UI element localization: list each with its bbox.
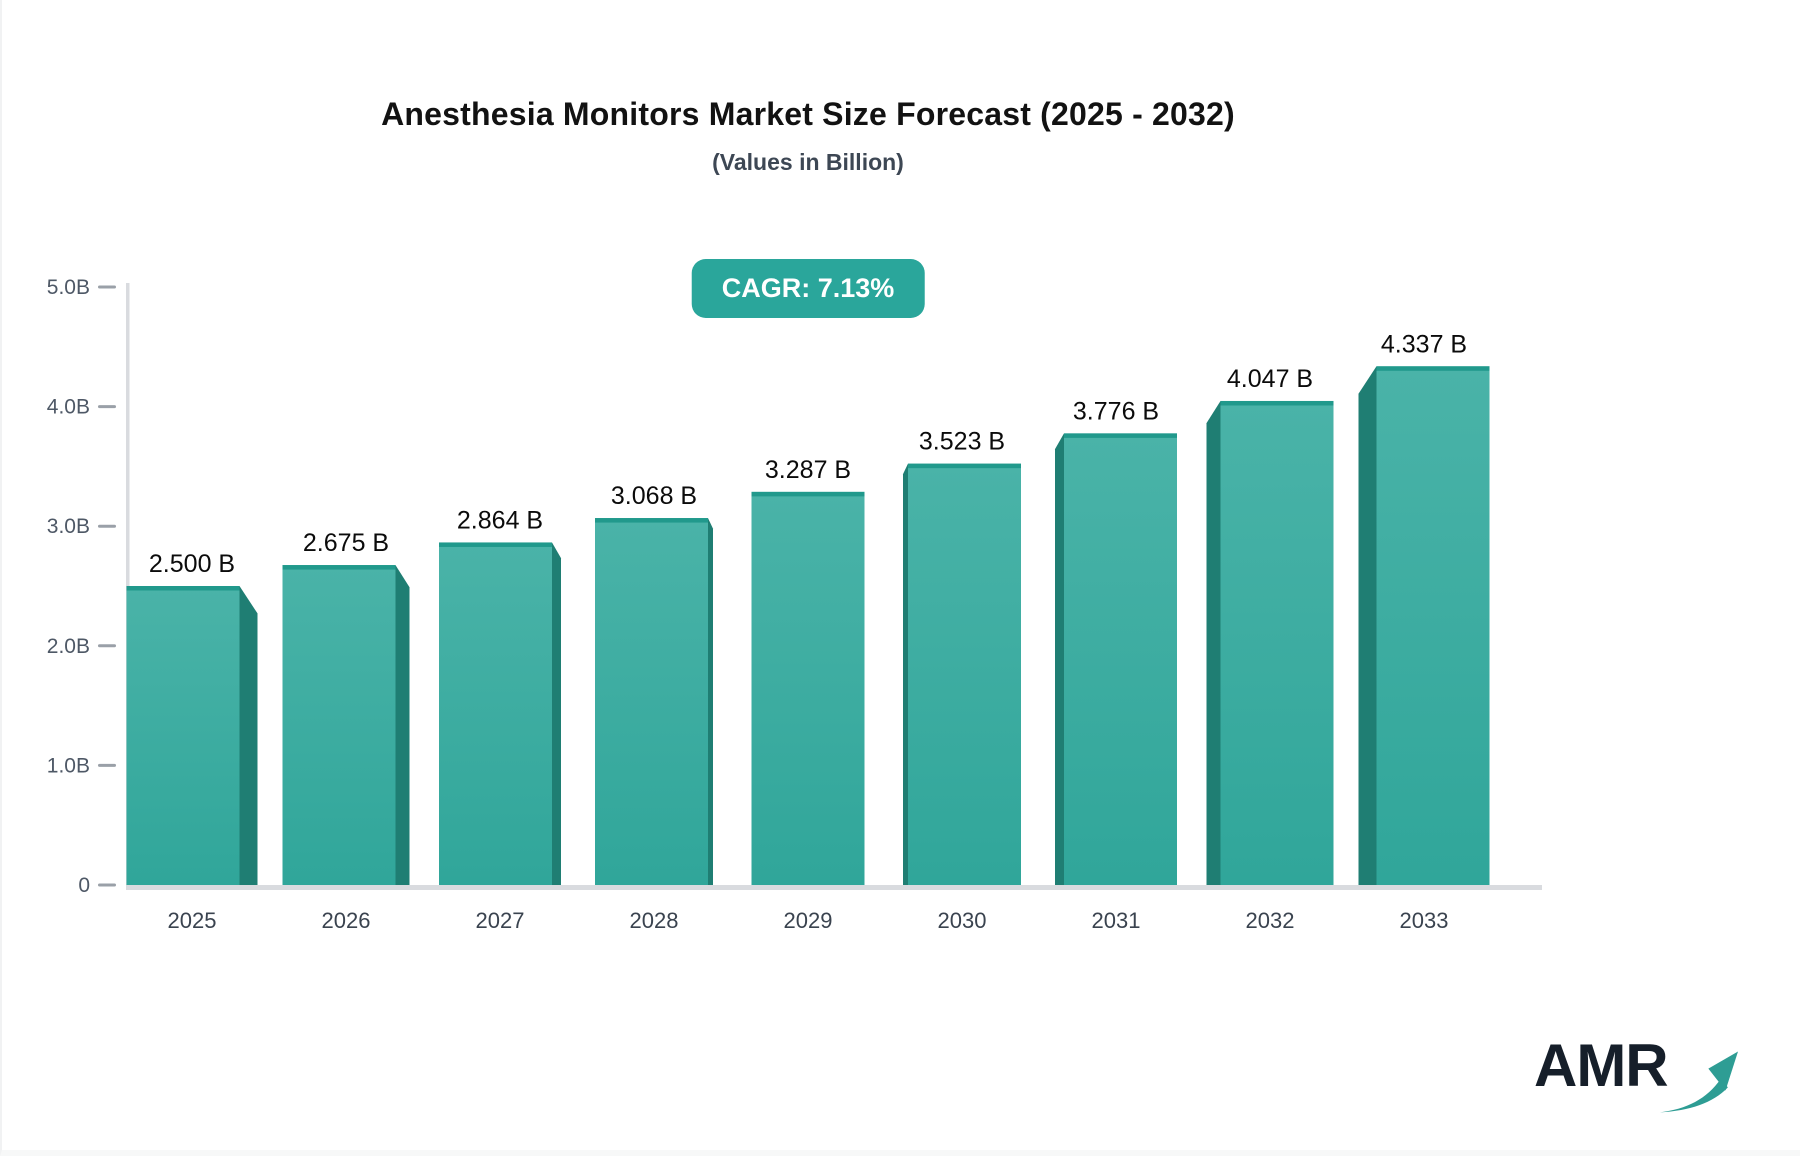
- y-tick-label: 3.0B: [47, 515, 90, 538]
- bar-side-face: [1358, 366, 1377, 885]
- bar-top-edge: [126, 586, 240, 591]
- bar-top-edge: [1376, 366, 1490, 371]
- bar-side-face: [1206, 400, 1221, 885]
- y-tick-dash: [98, 285, 116, 289]
- bar-2028: [595, 518, 708, 885]
- x-category-label: 2032: [1246, 908, 1295, 933]
- x-category-label: 2027: [476, 908, 525, 933]
- bar-2033: [1376, 366, 1490, 885]
- bar-side-face: [1055, 433, 1064, 885]
- bar-2026: [282, 565, 396, 885]
- bar-top-edge: [751, 491, 865, 497]
- bar-side-face: [552, 542, 561, 885]
- x-category-label: 2030: [938, 908, 987, 933]
- bar-2029: [751, 491, 865, 885]
- x-axis-line: [126, 885, 1542, 890]
- y-tick-label: 4.0B: [47, 396, 90, 419]
- bar-side-face: [239, 586, 258, 885]
- bar-2025: [126, 586, 240, 885]
- chart-title: Anesthesia Monitors Market Size Forecast…: [381, 96, 1235, 132]
- bar-top-edge: [282, 565, 396, 570]
- cagr-badge-label: CAGR: 7.13%: [721, 273, 895, 303]
- bar-value-label: 4.337 B: [1381, 330, 1467, 358]
- x-category-label: 2029: [784, 908, 833, 933]
- bar-value-label: 2.675 B: [303, 529, 389, 557]
- bar-value-label: 3.287 B: [765, 456, 851, 484]
- bar-top-edge: [1220, 400, 1334, 406]
- bar-side-face: [903, 463, 908, 885]
- bar-top-edge: [908, 463, 1021, 469]
- bar-2032: [1220, 400, 1334, 885]
- bar-top-edge: [595, 518, 708, 523]
- y-tick-label: 1.0B: [47, 754, 90, 777]
- cagr-badge: CAGR: 7.13%: [691, 259, 925, 318]
- amr-logo: AMR: [1534, 1036, 1738, 1118]
- bar-value-label: 2.864 B: [457, 506, 543, 534]
- bar-value-label: 3.523 B: [919, 428, 1005, 456]
- bar-value-label: 4.047 B: [1227, 365, 1313, 393]
- x-category-label: 2031: [1092, 908, 1141, 933]
- bar-2027: [439, 542, 552, 885]
- y-tick-dash: [98, 524, 116, 528]
- bar-2031: [1064, 433, 1177, 885]
- x-category-label: 2026: [322, 908, 371, 933]
- bar-value-label: 2.500 B: [149, 550, 235, 578]
- bar-value-label: 3.776 B: [1073, 397, 1159, 425]
- y-tick-dash: [98, 644, 116, 648]
- y-tick-dash: [98, 763, 116, 767]
- y-tick-dash: [98, 883, 116, 887]
- y-tick-label: 5.0B: [47, 276, 90, 299]
- bar-value-label: 3.068 B: [611, 482, 697, 510]
- x-category-label: 2025: [168, 908, 217, 933]
- bar-top-edge: [1064, 433, 1177, 438]
- y-tick-label: 2.0B: [47, 635, 90, 658]
- y-tick-dash: [98, 405, 116, 409]
- growth-arrow-icon: [1659, 1051, 1738, 1113]
- bar-side-face: [395, 565, 410, 885]
- y-tick-label: 0: [78, 874, 90, 897]
- bar-2030: [908, 463, 1021, 885]
- x-category-label: 2033: [1400, 908, 1449, 933]
- x-category-label: 2028: [630, 908, 679, 933]
- amr-logo-text: AMR: [1534, 1032, 1669, 1099]
- bar-top-edge: [439, 542, 552, 547]
- bar-side-face: [708, 518, 713, 885]
- chart-subtitle: (Values in Billion): [712, 149, 904, 175]
